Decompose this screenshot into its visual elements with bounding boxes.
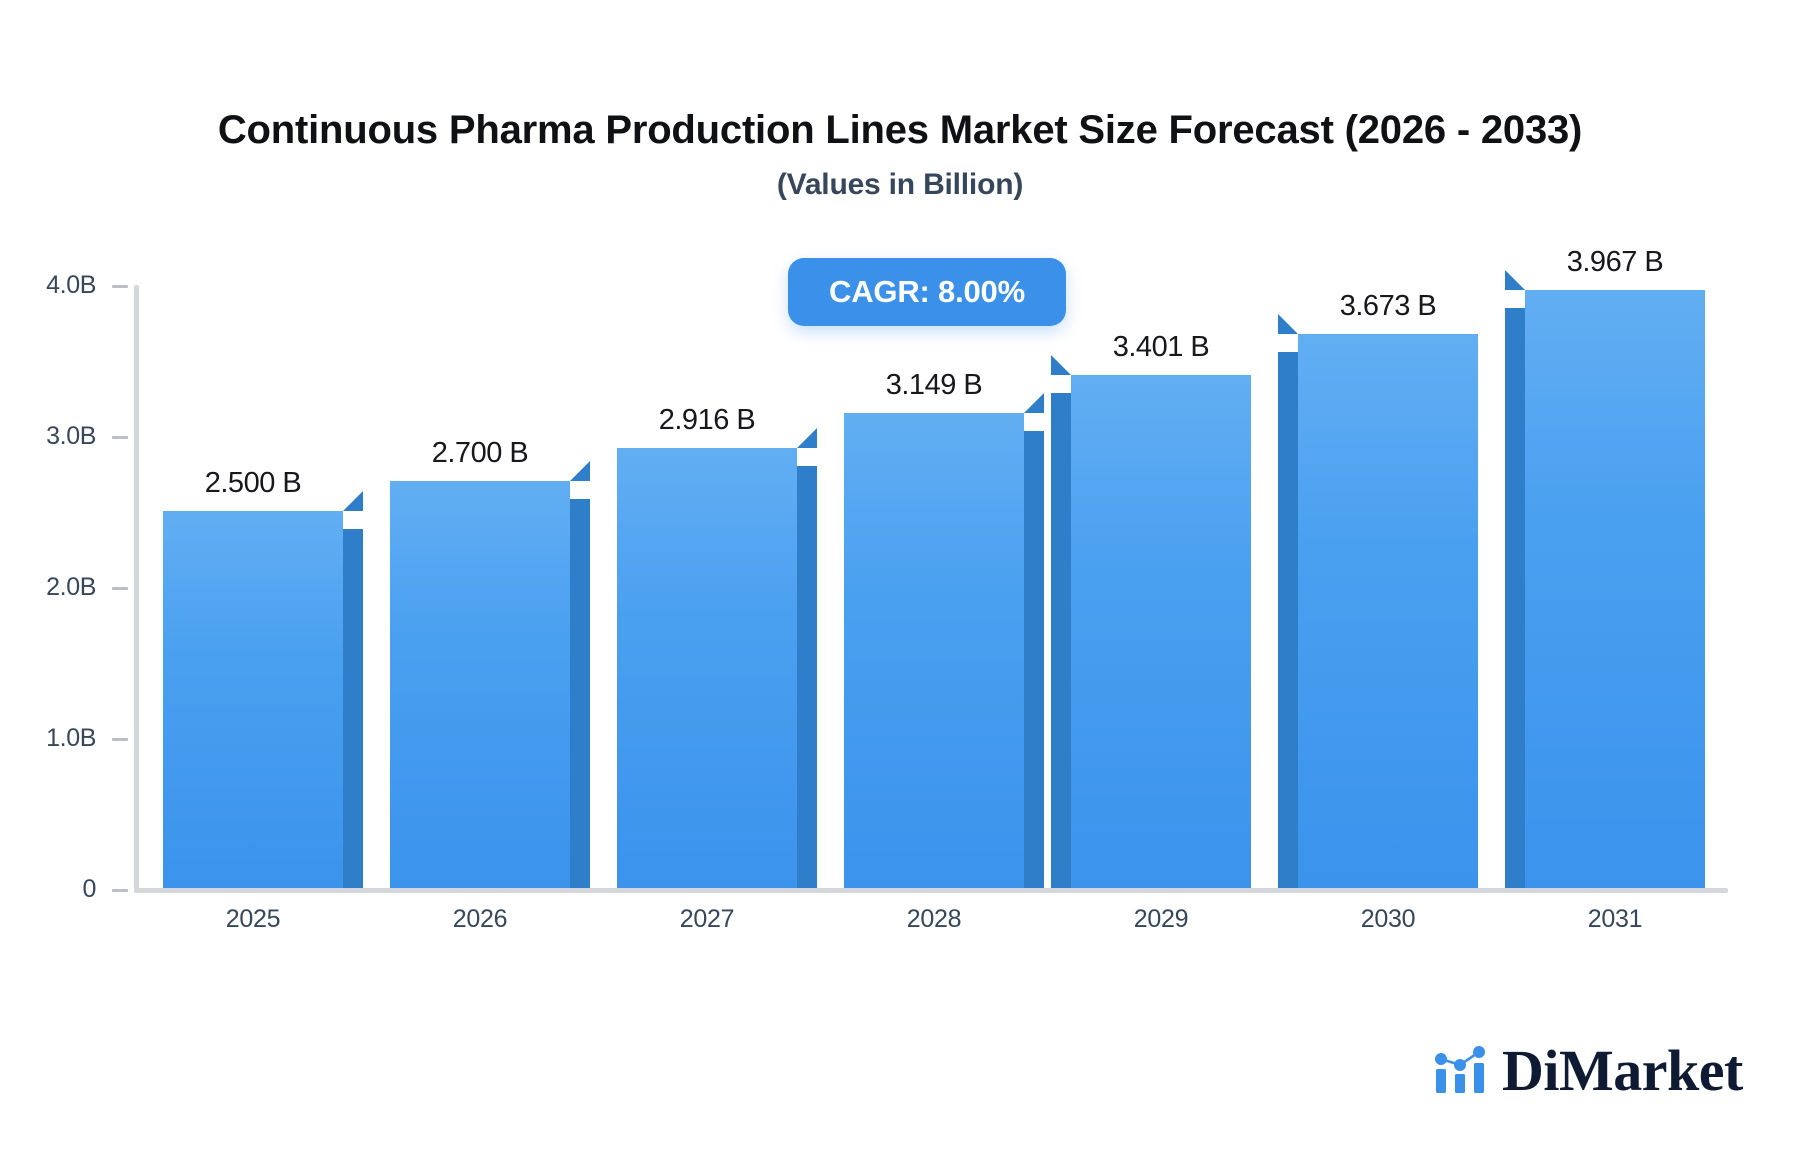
page-title: Continuous Pharma Production Lines Marke… — [217, 108, 1583, 152]
bar-2031[interactable]: 3.967 B — [1505, 246, 1705, 888]
bar-value-label: 2.700 B — [431, 437, 529, 469]
cagr-badge-label: CAGR: 8.00% — [829, 274, 1025, 309]
bar-3d-top — [777, 428, 817, 448]
brand-logo-text: DiMarket — [1502, 1038, 1743, 1103]
y-axis-line — [134, 285, 139, 893]
y-axis-tick-label: 1.0B — [46, 723, 96, 752]
bar-3d-side — [797, 466, 817, 888]
bar-3d-top — [1004, 393, 1044, 413]
y-axis-tick-label: 4.0B — [46, 270, 96, 299]
bar-face — [617, 448, 797, 888]
bar-3d-side — [570, 499, 590, 888]
y-axis-tick-mark — [112, 737, 128, 741]
bar-face — [390, 481, 570, 888]
bar-3d-side — [343, 529, 363, 888]
bar-3d-top — [550, 461, 590, 481]
bar-face — [1071, 375, 1251, 888]
bar-3d-top — [323, 491, 363, 511]
bar-value-label: 2.500 B — [204, 467, 302, 499]
y-axis-tick-label: 2.0B — [46, 572, 96, 601]
y-axis-tick-mark — [112, 435, 128, 439]
bar-face — [1525, 290, 1705, 888]
bar-2027[interactable]: 2.916 B — [617, 404, 817, 888]
bar-value-label: 2.916 B — [658, 404, 756, 436]
bar-2029[interactable]: 3.401 B — [1051, 331, 1251, 888]
y-axis-tick: 1.0B — [0, 725, 134, 750]
y-axis-tick: 4.0B — [0, 272, 134, 297]
y-axis-tick-mark — [112, 284, 128, 288]
y-axis-tick-label: 3.0B — [46, 421, 96, 450]
y-axis-tick: 0 — [0, 876, 134, 901]
bar-3d-top — [1278, 314, 1318, 334]
chart-subtitle: (Values in Billion) — [776, 168, 1024, 201]
x-axis-tick-label: 2027 — [679, 905, 735, 933]
bar-3d-top — [1505, 270, 1545, 290]
bar-2025[interactable]: 2.500 B — [163, 467, 363, 888]
bar-3d-side — [1024, 431, 1044, 888]
bar-3d-side — [1505, 308, 1525, 888]
bar-value-label: 3.149 B — [885, 369, 983, 401]
y-axis-tick-label: 0 — [82, 874, 96, 903]
x-axis-tick-label: 2025 — [225, 905, 281, 933]
x-axis-tick-label: 2031 — [1587, 905, 1643, 933]
bar-2026[interactable]: 2.700 B — [390, 437, 590, 888]
bar-face — [163, 511, 343, 888]
brand-logo: DiMarket — [1434, 1042, 1743, 1100]
y-axis-tick-mark — [112, 586, 128, 590]
bar-3d-side — [1278, 352, 1298, 888]
bar-3d-side — [1051, 393, 1071, 888]
y-axis-tick: 3.0B — [0, 423, 134, 448]
bar-value-label: 3.401 B — [1112, 331, 1210, 363]
y-axis-tick-mark — [112, 888, 128, 892]
bar-face — [844, 413, 1024, 888]
bar-face — [1298, 334, 1478, 888]
cagr-badge: CAGR: 8.00% — [788, 258, 1066, 326]
x-axis-tick-label: 2028 — [906, 905, 962, 933]
x-axis-tick-label: 2029 — [1133, 905, 1189, 933]
y-axis-tick: 2.0B — [0, 574, 134, 599]
bar-2028[interactable]: 3.149 B — [844, 369, 1044, 888]
x-axis-line — [134, 888, 1728, 893]
bar-value-label: 3.967 B — [1566, 246, 1664, 278]
bar-3d-top — [1051, 355, 1091, 375]
x-axis-tick-label: 2030 — [1360, 905, 1416, 933]
x-axis-tick-label: 2026 — [452, 905, 508, 933]
bar-value-label: 3.673 B — [1339, 290, 1437, 322]
bar-chart-icon — [1434, 1043, 1488, 1100]
bar-2030[interactable]: 3.673 B — [1278, 290, 1478, 888]
